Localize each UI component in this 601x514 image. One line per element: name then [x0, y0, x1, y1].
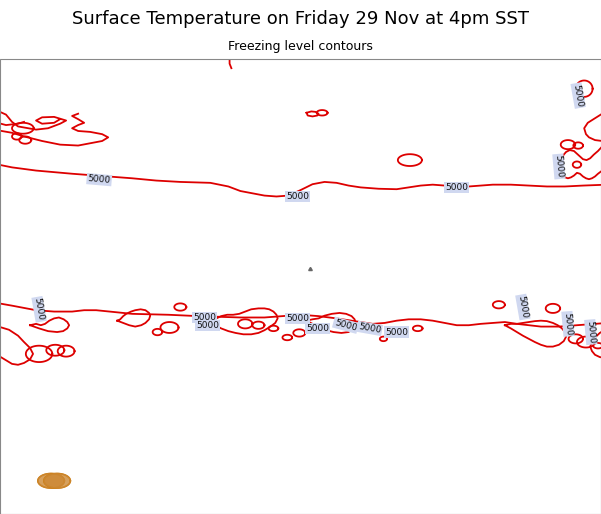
Text: 5000: 5000 — [563, 312, 573, 336]
Text: 5000: 5000 — [196, 321, 219, 329]
Text: 5000: 5000 — [554, 155, 564, 178]
Text: 5000: 5000 — [358, 322, 382, 335]
Polygon shape — [44, 473, 70, 488]
Text: 5000: 5000 — [286, 314, 309, 323]
Text: 5000: 5000 — [445, 183, 468, 192]
Polygon shape — [38, 473, 64, 488]
Text: Surface Temperature on Friday 29 Nov at 4pm SST: Surface Temperature on Friday 29 Nov at … — [72, 10, 529, 28]
Text: 5000: 5000 — [572, 83, 585, 107]
Text: 5000: 5000 — [306, 324, 329, 333]
Text: 5000: 5000 — [385, 327, 408, 337]
Text: 5000: 5000 — [193, 313, 216, 322]
Text: 5000: 5000 — [286, 192, 309, 201]
Text: Freezing level contours: Freezing level contours — [228, 40, 373, 52]
Text: 5000: 5000 — [32, 297, 46, 321]
Text: 5000: 5000 — [585, 320, 596, 344]
Text: 5000: 5000 — [516, 295, 529, 319]
Text: 5000: 5000 — [334, 318, 358, 333]
Text: 5000: 5000 — [87, 174, 111, 185]
